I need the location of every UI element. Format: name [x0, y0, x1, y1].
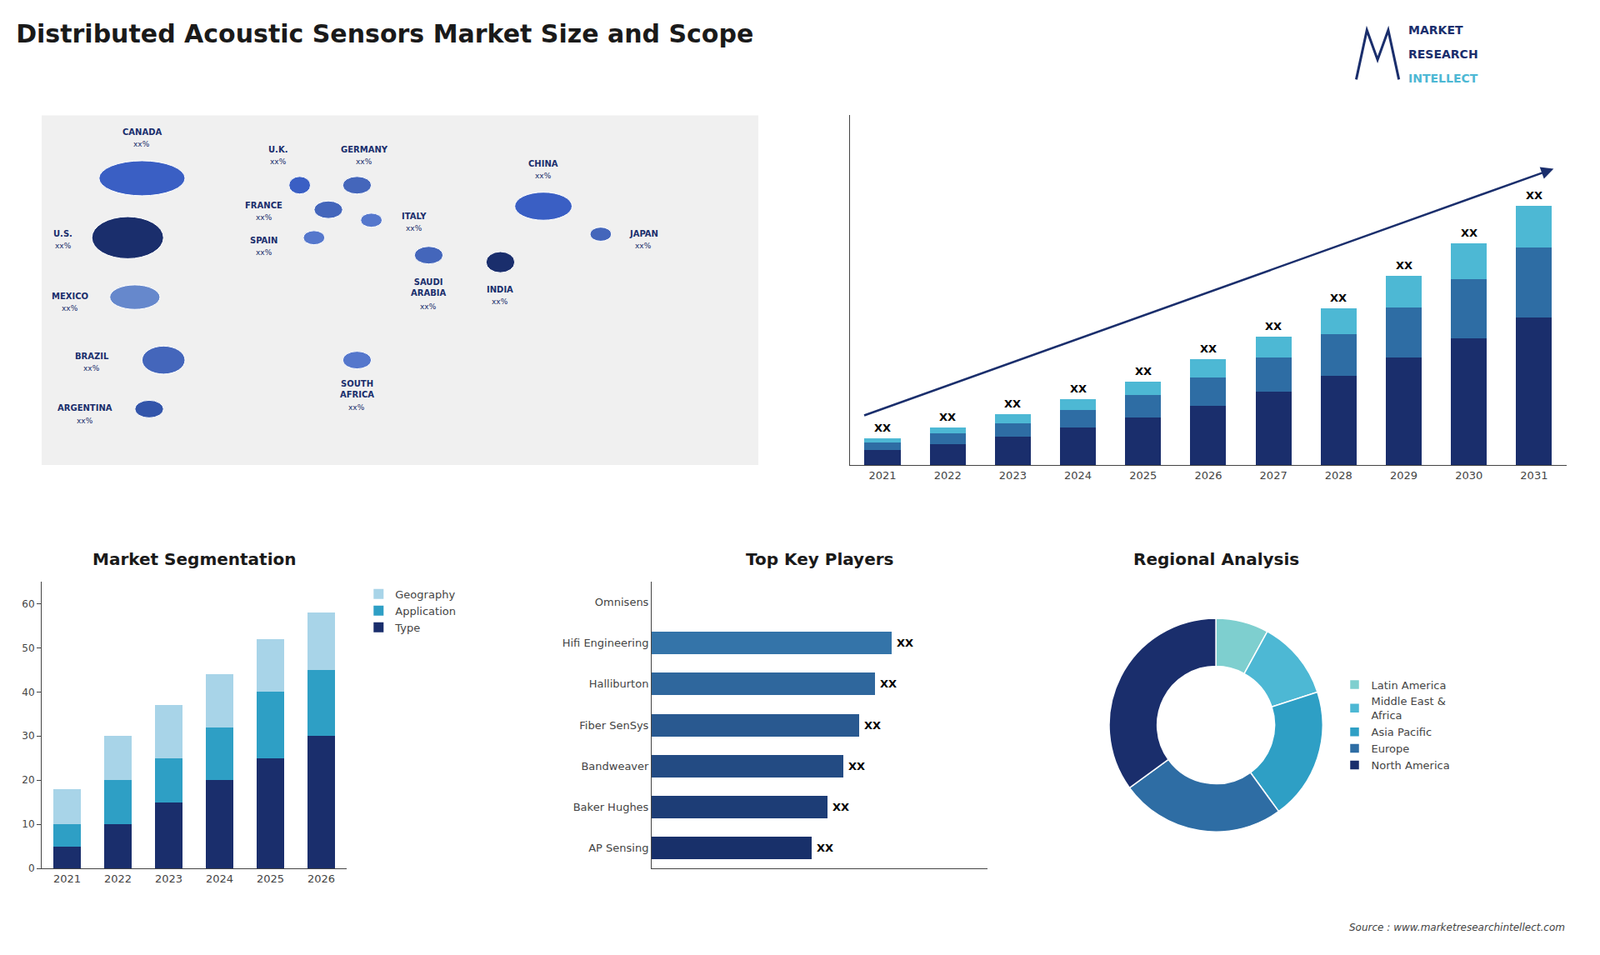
svg-text:Regional Analysis: Regional Analysis	[1133, 549, 1300, 570]
svg-text:0: 0	[28, 862, 35, 875]
svg-text:ARGENTINA: ARGENTINA	[57, 403, 113, 413]
svg-text:xx%: xx%	[55, 241, 72, 250]
svg-text:AP Sensing: AP Sensing	[588, 841, 649, 855]
svg-text:FRANCE: FRANCE	[245, 200, 283, 210]
svg-text:xx%: xx%	[61, 304, 79, 313]
svg-text:2022: 2022	[934, 469, 962, 482]
svg-text:2026: 2026	[1194, 469, 1222, 482]
svg-text:2027: 2027	[1260, 469, 1288, 482]
svg-text:xx%: xx%	[255, 213, 273, 222]
svg-text:2025: 2025	[1129, 469, 1157, 482]
svg-text:CHINA: CHINA	[528, 159, 559, 169]
svg-text:BRAZIL: BRAZIL	[75, 351, 110, 361]
svg-text:xx%: xx%	[270, 157, 287, 166]
svg-text:ITALY: ITALY	[401, 211, 427, 221]
svg-text:2028: 2028	[1325, 469, 1353, 482]
svg-text:Distributed Acoustic Sensors M: Distributed Acoustic Sensors Market Size…	[15, 19, 754, 49]
svg-text:30: 30	[21, 730, 35, 742]
svg-text:xx%: xx%	[491, 297, 509, 306]
svg-text:XX: XX	[832, 800, 850, 814]
svg-text:xx%: xx%	[348, 403, 365, 412]
svg-text:Middle East &Africa: Middle East &Africa	[1371, 695, 1446, 722]
svg-text:Latin America: Latin America	[1371, 679, 1447, 692]
svg-text:JAPAN: JAPAN	[629, 229, 659, 239]
svg-text:XX: XX	[1265, 320, 1282, 333]
svg-text:2023: 2023	[999, 469, 1027, 482]
svg-text:2025: 2025	[256, 872, 285, 885]
svg-text:U.K.: U.K.	[268, 145, 288, 155]
svg-text:2021: 2021	[53, 872, 81, 885]
svg-text:XX: XX	[880, 677, 897, 690]
svg-text:xx%: xx%	[635, 241, 652, 250]
svg-text:SOUTHAFRICA: SOUTHAFRICA	[340, 379, 375, 400]
svg-text:XX: XX	[1004, 397, 1021, 410]
svg-text:XX: XX	[1135, 365, 1152, 378]
svg-text:10: 10	[21, 818, 35, 830]
svg-text:SPAIN: SPAIN	[250, 235, 278, 245]
svg-text:XX: XX	[1330, 291, 1347, 305]
svg-text:2022: 2022	[104, 872, 132, 885]
svg-text:xx%: xx%	[355, 157, 373, 166]
svg-text:XX: XX	[1460, 226, 1478, 240]
svg-text:2021: 2021	[868, 469, 896, 482]
svg-text:MARKET: MARKET	[1408, 23, 1464, 37]
svg-text:xx%: xx%	[133, 140, 150, 149]
svg-text:XX: XX	[816, 841, 834, 855]
svg-text:RESEARCH: RESEARCH	[1408, 47, 1479, 61]
svg-text:XX: XX	[939, 410, 956, 424]
svg-text:XX: XX	[848, 760, 865, 773]
svg-text:XX: XX	[864, 719, 881, 732]
svg-text:2024: 2024	[1064, 469, 1092, 482]
svg-text:Hifi Engineering: Hifi Engineering	[562, 636, 650, 650]
svg-text:Bandweaver: Bandweaver	[580, 760, 650, 773]
svg-text:XX: XX	[896, 636, 914, 650]
svg-text:xx%: xx%	[76, 416, 94, 425]
svg-text:XX: XX	[1200, 342, 1217, 355]
svg-text:Top Key Players: Top Key Players	[745, 549, 894, 570]
svg-text:XX: XX	[874, 421, 891, 435]
svg-text:Omnisens: Omnisens	[595, 595, 650, 609]
svg-text:20: 20	[21, 774, 35, 786]
svg-text:xx%: xx%	[83, 364, 100, 373]
svg-text:40: 40	[21, 686, 35, 699]
svg-text:Geography: Geography	[395, 588, 455, 601]
svg-text:XX: XX	[1395, 259, 1413, 272]
svg-text:Asia Pacific: Asia Pacific	[1371, 725, 1433, 739]
svg-text:50: 50	[21, 642, 35, 655]
svg-text:Halliburton: Halliburton	[589, 677, 650, 690]
svg-text:SAUDIARABIA: SAUDIARABIA	[410, 277, 447, 298]
svg-text:xx%: xx%	[420, 302, 437, 311]
svg-text:2024: 2024	[205, 872, 234, 885]
svg-text:2026: 2026	[307, 872, 335, 885]
svg-text:North America: North America	[1371, 759, 1450, 772]
svg-text:INDIA: INDIA	[486, 285, 514, 295]
svg-text:2030: 2030	[1455, 469, 1483, 482]
svg-text:Fiber SenSys: Fiber SenSys	[579, 719, 649, 732]
svg-text:Market Segmentation: Market Segmentation	[92, 549, 297, 570]
svg-text:XX: XX	[1070, 382, 1087, 395]
svg-text:xx%: xx%	[535, 171, 552, 180]
svg-text:INTELLECT: INTELLECT	[1408, 71, 1479, 85]
svg-text:XX: XX	[1525, 189, 1543, 202]
svg-text:U.S.: U.S.	[53, 229, 73, 239]
svg-text:2029: 2029	[1390, 469, 1418, 482]
svg-text:2031: 2031	[1520, 469, 1548, 482]
svg-text:GERMANY: GERMANY	[340, 145, 389, 155]
svg-text:Baker Hughes: Baker Hughes	[573, 800, 650, 814]
svg-text:Source : www.marketresearchint: Source : www.marketresearchintellect.com	[1349, 921, 1565, 934]
svg-text:2023: 2023	[155, 872, 183, 885]
svg-text:xx%: xx%	[405, 224, 423, 233]
svg-text:Type: Type	[394, 621, 420, 635]
svg-text:Europe: Europe	[1371, 742, 1410, 755]
svg-text:xx%: xx%	[255, 248, 273, 257]
svg-text:CANADA: CANADA	[122, 127, 162, 137]
svg-text:60: 60	[21, 598, 35, 610]
svg-text:MEXICO: MEXICO	[51, 291, 89, 301]
svg-text:Application: Application	[395, 605, 456, 618]
